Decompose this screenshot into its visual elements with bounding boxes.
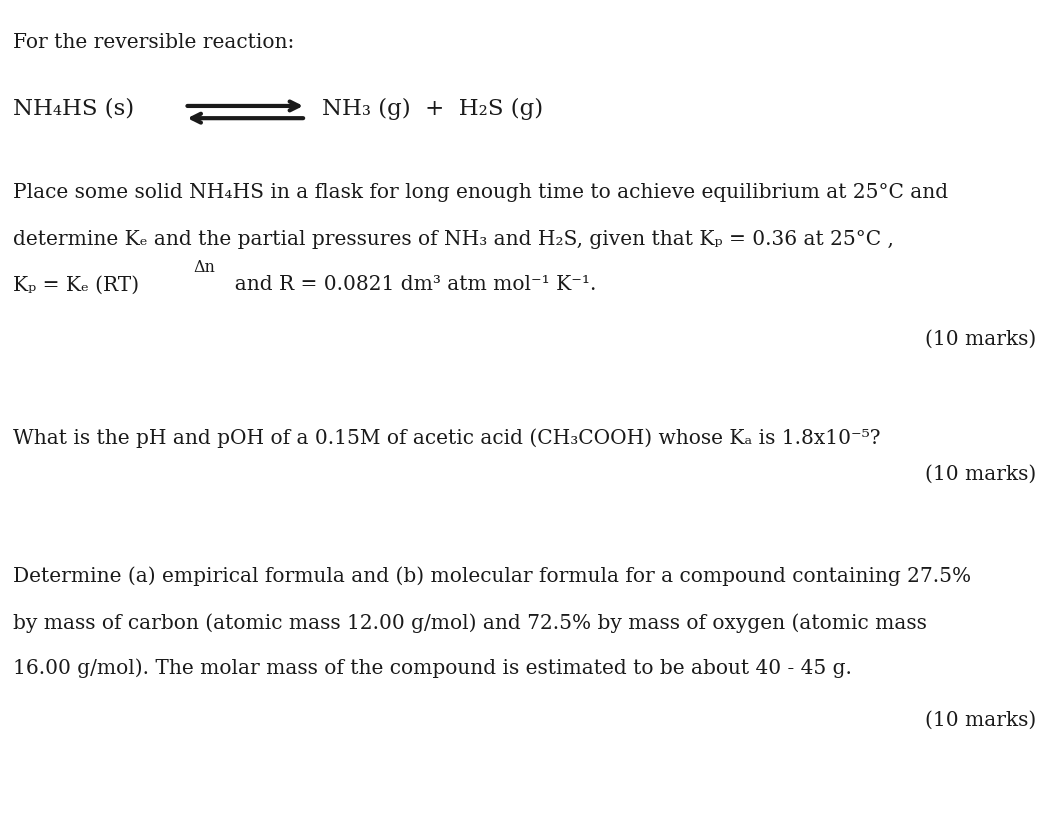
Text: Place some solid NH₄HS in a flask for long enough time to achieve equilibrium at: Place some solid NH₄HS in a flask for lo…: [13, 183, 947, 202]
Text: Δn: Δn: [193, 259, 215, 276]
Text: Kₚ = Kₑ (RT): Kₚ = Kₑ (RT): [13, 275, 139, 294]
Text: What is the pH and pOH of a 0.15M of acetic acid (CH₃COOH) whose Kₐ is 1.8x10⁻⁵?: What is the pH and pOH of a 0.15M of ace…: [13, 428, 880, 447]
Text: NH₃ (g)  +  H₂S (g): NH₃ (g) + H₂S (g): [322, 98, 543, 120]
Text: For the reversible reaction:: For the reversible reaction:: [13, 33, 294, 51]
Text: 16.00 g/mol). The molar mass of the compound is estimated to be about 40 - 45 g.: 16.00 g/mol). The molar mass of the comp…: [13, 659, 851, 678]
Text: (10 marks): (10 marks): [925, 330, 1036, 349]
Text: and R = 0.0821 dm³ atm mol⁻¹ K⁻¹.: and R = 0.0821 dm³ atm mol⁻¹ K⁻¹.: [222, 275, 596, 294]
Text: NH₄HS (s): NH₄HS (s): [13, 98, 134, 120]
Text: Determine (a) empirical formula and (b) molecular formula for a compound contain: Determine (a) empirical formula and (b) …: [13, 566, 971, 586]
Text: (10 marks): (10 marks): [925, 465, 1036, 483]
Text: (10 marks): (10 marks): [925, 711, 1036, 729]
Text: determine Kₑ and the partial pressures of NH₃ and H₂S, given that Kₚ = 0.36 at 2: determine Kₑ and the partial pressures o…: [13, 230, 894, 249]
Text: by mass of carbon (atomic mass 12.00 g/mol) and 72.5% by mass of oxygen (atomic : by mass of carbon (atomic mass 12.00 g/m…: [13, 613, 926, 632]
